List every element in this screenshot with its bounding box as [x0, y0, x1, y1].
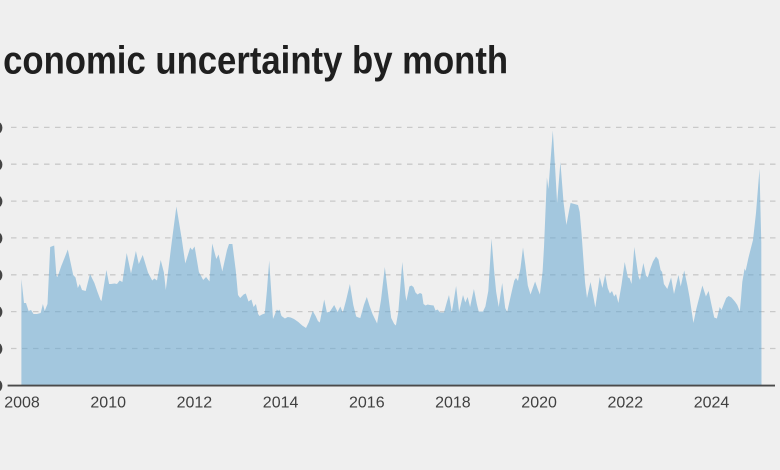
svg-text:2022: 2022 — [608, 395, 644, 412]
svg-text:2014: 2014 — [263, 395, 299, 412]
svg-text:2010: 2010 — [90, 395, 126, 412]
svg-text:2020: 2020 — [521, 395, 557, 412]
svg-text:2012: 2012 — [177, 395, 213, 412]
svg-text:2018: 2018 — [435, 395, 471, 412]
svg-text:2024: 2024 — [694, 395, 730, 412]
svg-text:2008: 2008 — [4, 395, 40, 412]
svg-text:conomic uncertainty by month: conomic uncertainty by month — [3, 40, 508, 83]
svg-text:2016: 2016 — [349, 395, 385, 412]
